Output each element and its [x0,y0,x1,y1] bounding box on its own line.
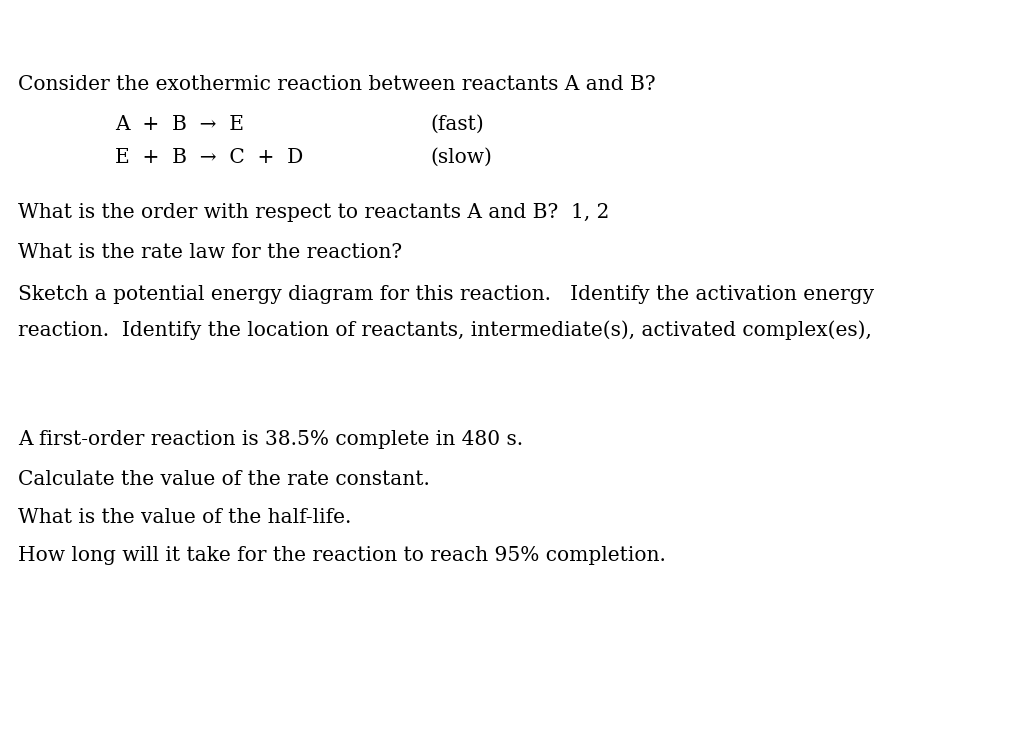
Text: Calculate the value of the rate constant.: Calculate the value of the rate constant… [18,470,430,489]
Text: A  +  B  →  E: A + B → E [115,115,244,134]
Text: (slow): (slow) [430,148,492,167]
Text: A first-order reaction is 38.5% complete in 480 s.: A first-order reaction is 38.5% complete… [18,430,523,449]
Text: How long will it take for the reaction to reach 95% completion.: How long will it take for the reaction t… [18,546,666,565]
Text: What is the order with respect to reactants A and B?  1, 2: What is the order with respect to reacta… [18,203,609,222]
Text: Sketch a potential energy diagram for this reaction.   Identify the activation e: Sketch a potential energy diagram for th… [18,285,874,304]
Text: E  +  B  →  C  +  D: E + B → C + D [115,148,303,167]
Text: (fast): (fast) [430,115,483,134]
Text: Consider the exothermic reaction between reactants A and B?: Consider the exothermic reaction between… [18,75,655,94]
Text: reaction.  Identify the location of reactants, intermediate(s), activated comple: reaction. Identify the location of react… [18,320,871,339]
Text: What is the value of the half-life.: What is the value of the half-life. [18,508,351,527]
Text: What is the rate law for the reaction?: What is the rate law for the reaction? [18,243,402,262]
